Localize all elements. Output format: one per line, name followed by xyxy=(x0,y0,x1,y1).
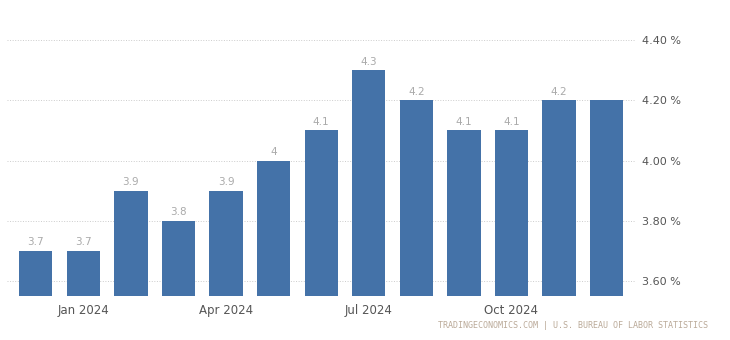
Bar xyxy=(447,131,480,340)
Text: 4.2: 4.2 xyxy=(550,87,567,97)
Text: 4.1: 4.1 xyxy=(503,117,520,127)
Bar xyxy=(542,100,576,340)
Text: 4: 4 xyxy=(270,147,277,157)
Text: TRADINGECONOMICS.COM | U.S. BUREAU OF LABOR STATISTICS: TRADINGECONOMICS.COM | U.S. BUREAU OF LA… xyxy=(438,321,708,330)
Bar xyxy=(590,100,623,340)
Text: 3.7: 3.7 xyxy=(75,237,92,247)
Bar xyxy=(162,221,195,340)
Bar xyxy=(19,251,53,340)
Bar xyxy=(257,160,291,340)
Text: 3.8: 3.8 xyxy=(170,207,187,217)
Text: 4.1: 4.1 xyxy=(456,117,472,127)
Bar xyxy=(304,131,338,340)
Text: 4.1: 4.1 xyxy=(313,117,329,127)
Bar xyxy=(210,191,242,340)
Text: 3.9: 3.9 xyxy=(123,177,139,187)
Bar xyxy=(352,70,385,340)
Bar xyxy=(66,251,100,340)
Bar xyxy=(495,131,528,340)
Text: 3.9: 3.9 xyxy=(218,177,234,187)
Bar xyxy=(115,191,147,340)
Text: 4.2: 4.2 xyxy=(408,87,425,97)
Text: 4.3: 4.3 xyxy=(361,57,377,67)
Text: 3.7: 3.7 xyxy=(28,237,44,247)
Bar xyxy=(400,100,433,340)
